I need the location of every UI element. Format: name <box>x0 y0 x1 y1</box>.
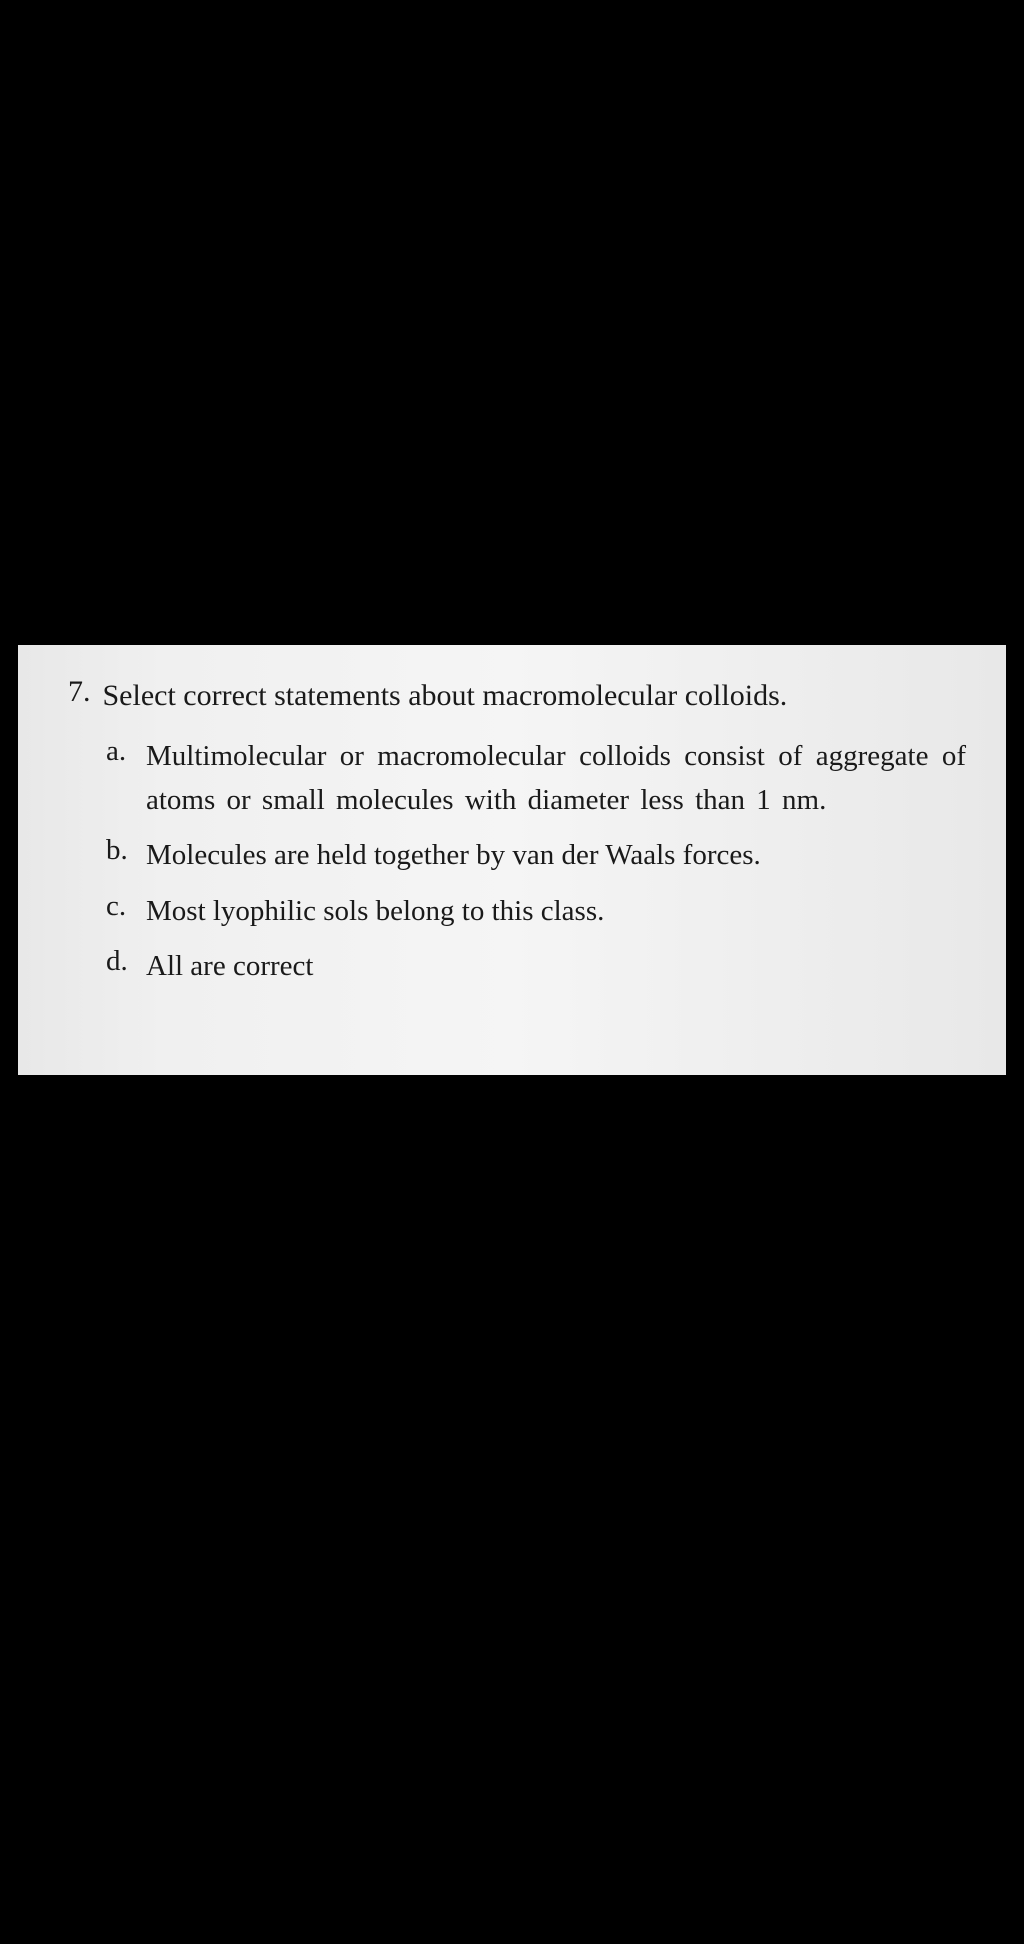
option-letter-d: d. <box>106 945 134 978</box>
question-number: 7. <box>68 675 91 709</box>
option-text-d: All are correct <box>146 945 313 989</box>
question-text: Select correct statements about macromol… <box>103 675 788 717</box>
option-letter-c: c. <box>106 890 134 923</box>
option-text-b: Molecules are held together by van der W… <box>146 834 761 878</box>
option-a: a. Multimolecular or macromolecular coll… <box>106 735 966 822</box>
option-letter-b: b. <box>106 834 134 867</box>
textbook-page: 7. Select correct statements about macro… <box>18 645 1006 1075</box>
option-text-a: Multimolecular or macromolecular colloid… <box>146 735 966 822</box>
option-text-c: Most lyophilic sols belong to this class… <box>146 890 604 934</box>
option-d: d. All are correct <box>106 945 966 989</box>
option-b: b. Molecules are held together by van de… <box>106 834 966 878</box>
question-row: 7. Select correct statements about macro… <box>68 675 966 717</box>
option-letter-a: a. <box>106 735 134 768</box>
option-c: c. Most lyophilic sols belong to this cl… <box>106 890 966 934</box>
